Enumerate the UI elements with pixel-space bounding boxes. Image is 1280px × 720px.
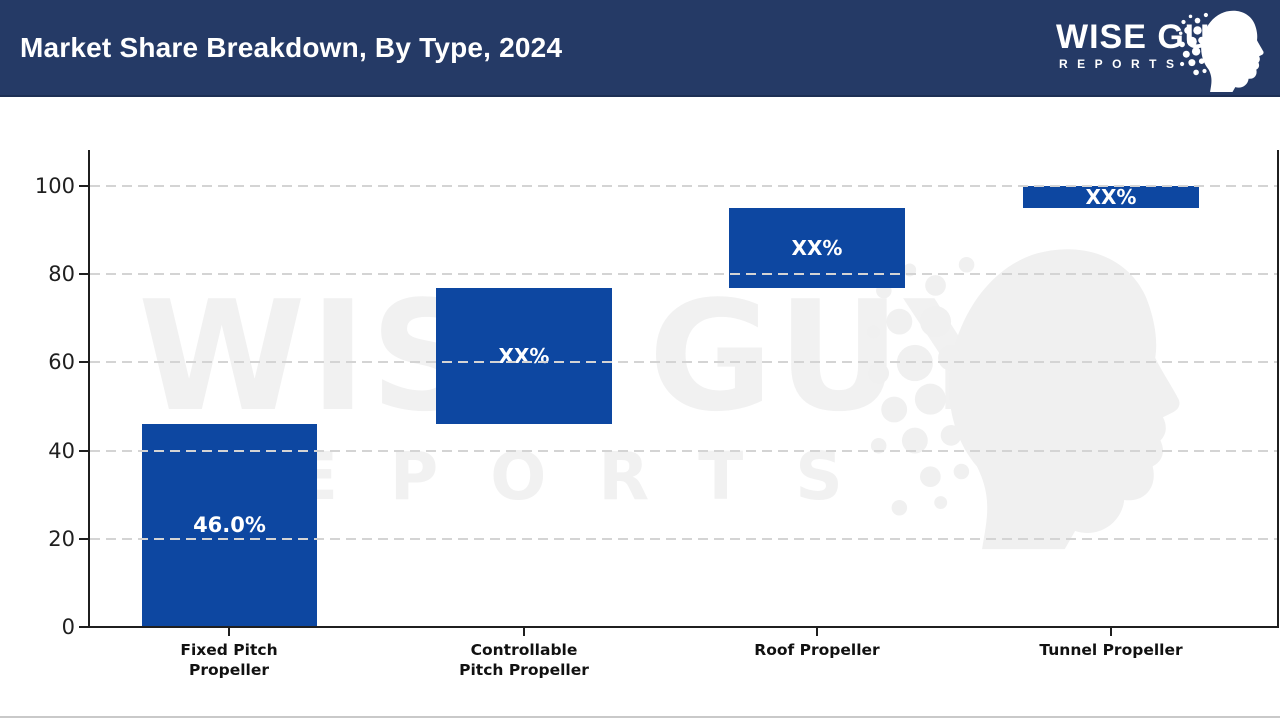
y-tick-label: 80: [48, 262, 75, 286]
y-tick: [79, 450, 88, 452]
bar-controllable-pitch-propeller: XX%: [436, 288, 612, 424]
x-tick: [1110, 628, 1112, 636]
bar-tunnel-propeller: XX%: [1023, 185, 1199, 209]
y-tick: [79, 361, 88, 363]
x-category-label: Controllable Pitch Propeller: [459, 641, 589, 680]
bar-value-label: XX%: [1085, 185, 1137, 209]
logo-subtitle: REPORTS: [1059, 57, 1184, 71]
y-axis-line: [88, 150, 90, 628]
bar-roof-propeller: XX%: [729, 208, 905, 288]
bar-value-label: XX%: [791, 236, 843, 260]
gridline-20: [90, 538, 1277, 540]
page-title: Market Share Breakdown, By Type, 2024: [20, 31, 563, 63]
bar-fixed-pitch-propeller: 46.0%: [142, 424, 317, 626]
bar-value-label: XX%: [498, 344, 550, 368]
bottom-border-line: [0, 716, 1280, 718]
x-tick: [816, 628, 818, 636]
y-tick-label: 0: [61, 615, 75, 639]
y-tick: [79, 538, 88, 540]
y-tick: [79, 185, 88, 187]
y-tick-label: 40: [48, 439, 75, 463]
x-category-label: Fixed Pitch Propeller: [180, 641, 278, 680]
right-axis-line: [1277, 150, 1279, 628]
gridline-80: [90, 273, 1277, 275]
y-tick-label: 100: [34, 174, 75, 198]
y-tick: [79, 626, 88, 628]
y-tick-label: 20: [48, 527, 75, 551]
watermark-head-icon: [867, 249, 1180, 550]
x-tick: [523, 628, 525, 636]
bar-value-label: 46.0%: [193, 513, 266, 537]
x-category-label: Roof Propeller: [754, 641, 880, 659]
logo-head-icon: [1178, 10, 1264, 92]
y-tick-label: 60: [48, 350, 75, 374]
gridline-100: [90, 185, 1277, 187]
gridline-60: [90, 361, 1277, 363]
x-axis-line: [88, 626, 1279, 628]
x-tick: [228, 628, 230, 636]
gridline-40: [90, 450, 1277, 452]
header-bar: Market Share Breakdown, By Type, 2024 WI…: [0, 0, 1280, 97]
wise-guy-logo: WISE GUY REPORTS: [1020, 6, 1270, 92]
y-tick: [79, 273, 88, 275]
x-category-label: Tunnel Propeller: [1039, 641, 1183, 659]
